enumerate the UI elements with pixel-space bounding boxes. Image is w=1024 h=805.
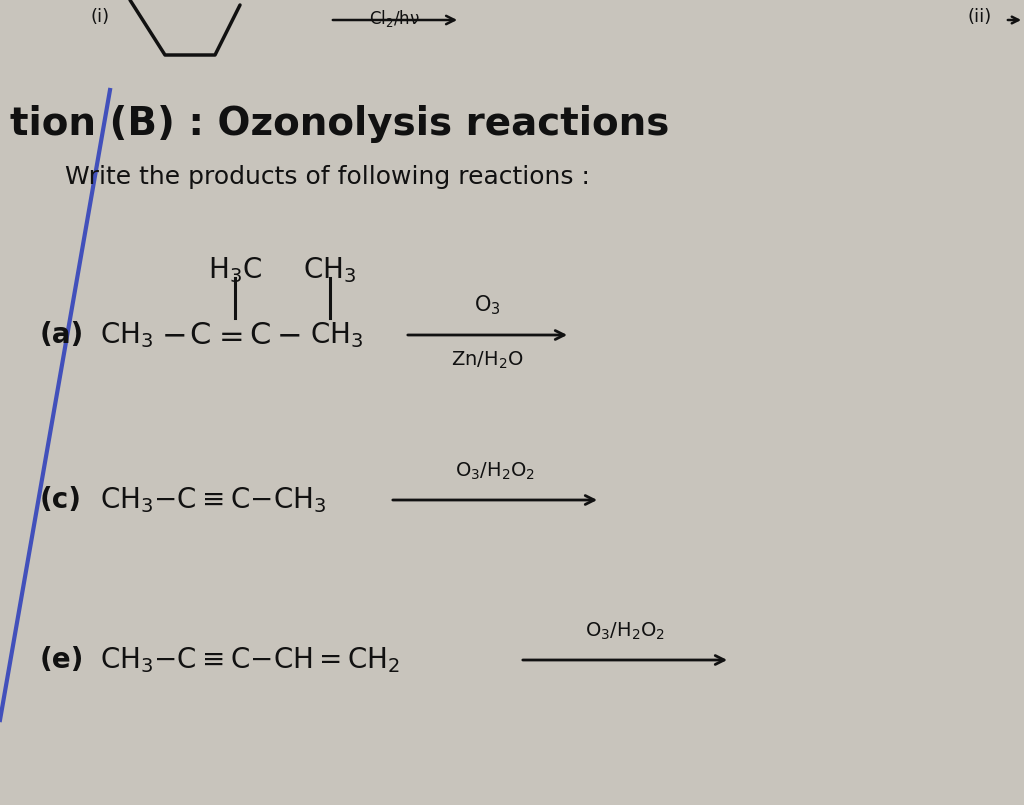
- Text: (e): (e): [40, 646, 84, 674]
- Text: $\mathrm{O_3/H_2O_2}$: $\mathrm{O_3/H_2O_2}$: [585, 621, 666, 642]
- Text: $-$: $-$: [161, 320, 185, 349]
- Text: (a): (a): [40, 321, 84, 349]
- Text: $\mathrm{Cl_2/h\nu}$: $\mathrm{Cl_2/h\nu}$: [370, 8, 421, 29]
- Text: $\mathrm{O_3}$: $\mathrm{O_3}$: [474, 293, 501, 317]
- Text: $\mathrm{CH_3}$: $\mathrm{CH_3}$: [100, 320, 154, 350]
- Text: (ii): (ii): [968, 8, 992, 26]
- Text: $\mathrm{C}$: $\mathrm{C}$: [189, 320, 211, 349]
- Text: Write the products of following reactions :: Write the products of following reaction…: [65, 165, 590, 189]
- Text: $\mathrm{H_3C}$: $\mathrm{H_3C}$: [208, 255, 262, 285]
- Text: (c): (c): [40, 486, 82, 514]
- Text: $-$: $-$: [275, 320, 300, 349]
- Text: $\mathrm{CH_3}$: $\mathrm{CH_3}$: [303, 255, 356, 285]
- Text: $\mathrm{O_3/H_2O_2}$: $\mathrm{O_3/H_2O_2}$: [455, 460, 536, 482]
- Text: $\mathrm{CH_3{-}C{\equiv}C{-}CH_3}$: $\mathrm{CH_3{-}C{\equiv}C{-}CH_3}$: [100, 485, 327, 515]
- Text: (i): (i): [90, 8, 110, 26]
- Text: $=$: $=$: [213, 320, 243, 349]
- Text: $\mathrm{CH_3}$: $\mathrm{CH_3}$: [310, 320, 364, 350]
- Text: $\mathrm{C}$: $\mathrm{C}$: [249, 320, 270, 349]
- Text: $\mathrm{CH_3{-}C{\equiv}C{-}CH{=}CH_2}$: $\mathrm{CH_3{-}C{\equiv}C{-}CH{=}CH_2}$: [100, 645, 400, 675]
- Text: tion (B) : Ozonolysis reactions: tion (B) : Ozonolysis reactions: [10, 105, 670, 143]
- Text: $\mathrm{Zn/H_2O}$: $\mathrm{Zn/H_2O}$: [452, 350, 524, 371]
